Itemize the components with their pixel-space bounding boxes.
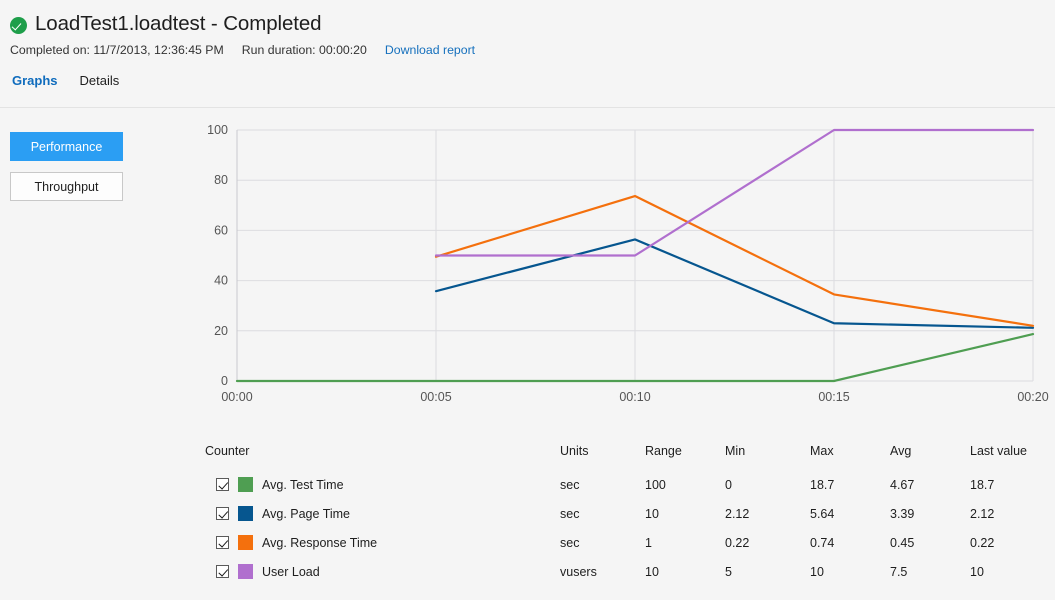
- min-cell: 2.12: [725, 506, 750, 521]
- series-color-swatch: [238, 477, 253, 492]
- min-cell: 0.22: [725, 535, 750, 550]
- series-color-swatch: [238, 535, 253, 550]
- avg-cell: 7.5: [890, 564, 908, 579]
- run-metadata: Completed on: 11/7/2013, 12:36:45 PM Run…: [10, 43, 1055, 57]
- range-cell: 100: [645, 477, 666, 492]
- series-color-swatch: [238, 564, 253, 579]
- counter-cell: Avg. Test Time: [205, 472, 560, 501]
- title-row: LoadTest1.loadtest - Completed: [10, 12, 1055, 36]
- min-cell: 0: [725, 477, 732, 492]
- last-value-cell: 0.22: [970, 535, 995, 550]
- y-axis-tick-label: 20: [214, 324, 228, 338]
- x-axis-tick-label: 00:00: [221, 390, 252, 404]
- last-value-cell: 2.12: [970, 506, 995, 521]
- max-cell: 5.64: [810, 506, 835, 521]
- column-header-max[interactable]: Max: [810, 444, 834, 458]
- series-line: [434, 238, 1035, 329]
- y-axis-tick-label: 0: [221, 374, 228, 388]
- counters-table-wrap: Counter Units Range Min Max Avg Last val…: [205, 440, 1050, 588]
- max-cell: 0.74: [810, 535, 835, 550]
- column-header-avg[interactable]: Avg: [890, 444, 912, 458]
- column-header-range[interactable]: Range: [645, 444, 682, 458]
- counter-cell: Avg. Response Time: [205, 530, 560, 559]
- y-axis-tick-label: 40: [214, 274, 228, 288]
- counter-name: Avg. Response Time: [262, 535, 378, 550]
- table-row: Avg. Response Time sec 1 0.22 0.74 0.45 0.22: [205, 530, 1055, 559]
- y-axis-tick-label: 80: [214, 173, 228, 187]
- column-header-units[interactable]: Units: [560, 444, 589, 458]
- max-cell: 10: [810, 564, 824, 579]
- counter-name: Avg. Page Time: [262, 506, 351, 521]
- tab-bar: Graphs Details: [10, 73, 1055, 88]
- series-line: [235, 332, 1035, 383]
- tab-details[interactable]: Details: [79, 73, 120, 88]
- series-line: [434, 128, 1035, 257]
- completed-on-text: Completed on: 11/7/2013, 12:36:45 PM: [10, 43, 224, 57]
- counter-cell: Avg. Page Time: [205, 501, 560, 530]
- units-cell: sec: [560, 477, 580, 492]
- download-report-link[interactable]: Download report: [384, 43, 476, 57]
- counter-name: User Load: [262, 564, 320, 579]
- x-axis-tick-label: 00:10: [619, 390, 650, 404]
- units-cell: vusers: [560, 564, 597, 579]
- y-axis-tick-label: 60: [214, 223, 228, 237]
- throughput-graph-button[interactable]: Throughput: [10, 172, 123, 201]
- last-value-cell: 18.7: [970, 477, 995, 492]
- x-axis-tick-label: 00:15: [818, 390, 849, 404]
- graph-selector-panel: Performance Throughput: [10, 132, 125, 201]
- counter-checkbox[interactable]: [216, 536, 229, 549]
- x-axis-tick-label: 00:20: [1017, 390, 1048, 404]
- avg-cell: 0.45: [890, 535, 915, 550]
- units-cell: sec: [560, 506, 580, 521]
- counter-cell: User Load: [205, 559, 560, 588]
- range-cell: 1: [645, 535, 652, 550]
- max-cell: 18.7: [810, 477, 835, 492]
- table-row: Avg. Page Time sec 10 2.12 5.64 3.39 2.12: [205, 501, 1055, 530]
- table-row: Avg. Test Time sec 100 0 18.7 4.67 18.7: [205, 472, 1055, 501]
- table-row: User Load vusers 10 5 10 7.5 10: [205, 559, 1055, 588]
- check-circle-icon: [10, 17, 27, 34]
- counter-name: Avg. Test Time: [262, 477, 344, 492]
- counter-checkbox[interactable]: [216, 507, 229, 520]
- x-axis-tick-label: 00:05: [420, 390, 451, 404]
- counters-table: Counter Units Range Min Max Avg Last val…: [205, 440, 1055, 588]
- y-axis-tick-label: 100: [207, 123, 228, 137]
- table-body: Avg. Test Time sec 100 0 18.7 4.67 18.7 Avg. Pa…: [205, 472, 1055, 588]
- header-divider: [0, 107, 1055, 108]
- units-cell: sec: [560, 535, 580, 550]
- tab-graphs[interactable]: Graphs: [12, 73, 58, 88]
- min-cell: 5: [725, 564, 732, 579]
- counter-checkbox[interactable]: [216, 478, 229, 491]
- performance-graph-button[interactable]: Performance: [10, 132, 123, 161]
- performance-chart: 0 20 40 60 80 100 00:00 00:05 00:10 00:15 00:20: [205, 118, 1050, 408]
- column-header-min[interactable]: Min: [725, 444, 746, 458]
- counter-checkbox[interactable]: [216, 565, 229, 578]
- series-line: [434, 194, 1035, 327]
- chart-canvas[interactable]: 0 20 40 60 80 100 00:00 00:05 00:10 00:15 00:20: [205, 118, 1050, 408]
- last-value-cell: 10: [970, 564, 984, 579]
- series-color-swatch: [238, 506, 253, 521]
- avg-cell: 4.67: [890, 477, 915, 492]
- run-duration-text: Run duration: 00:00:20: [241, 43, 367, 57]
- avg-cell: 3.39: [890, 506, 915, 521]
- column-header-last-value[interactable]: Last value: [970, 444, 1027, 458]
- page-title: LoadTest1.loadtest - Completed: [35, 12, 322, 35]
- table-header-row: Counter Units Range Min Max Avg Last val…: [205, 440, 1055, 472]
- range-cell: 10: [645, 564, 659, 579]
- range-cell: 10: [645, 506, 659, 521]
- column-header-counter[interactable]: Counter: [205, 444, 250, 458]
- page-header: LoadTest1.loadtest - Completed Completed…: [0, 0, 1055, 88]
